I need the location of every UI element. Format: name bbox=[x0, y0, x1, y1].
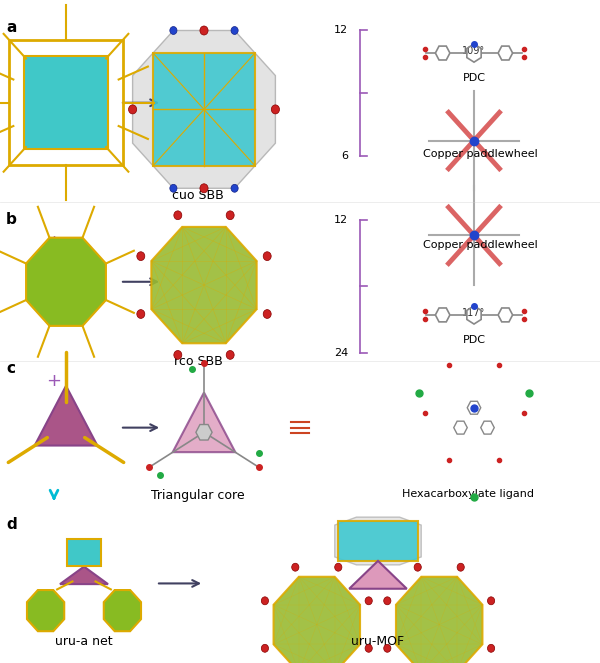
Text: c: c bbox=[6, 361, 15, 377]
Circle shape bbox=[200, 184, 208, 193]
Circle shape bbox=[170, 27, 177, 34]
Circle shape bbox=[384, 644, 391, 652]
Text: +: + bbox=[47, 372, 62, 391]
Text: a: a bbox=[6, 20, 16, 35]
Circle shape bbox=[226, 351, 234, 359]
Polygon shape bbox=[151, 227, 257, 343]
Circle shape bbox=[128, 105, 137, 114]
Circle shape bbox=[200, 26, 208, 35]
Circle shape bbox=[170, 184, 177, 192]
Polygon shape bbox=[27, 590, 64, 631]
Polygon shape bbox=[67, 539, 101, 566]
Circle shape bbox=[262, 644, 269, 652]
Text: +: + bbox=[47, 233, 62, 251]
Text: uru-a net: uru-a net bbox=[55, 635, 113, 648]
Text: 117°: 117° bbox=[463, 308, 485, 318]
Text: uru-MOF: uru-MOF bbox=[352, 635, 404, 648]
Polygon shape bbox=[335, 517, 421, 565]
Polygon shape bbox=[153, 53, 255, 166]
Circle shape bbox=[487, 597, 494, 605]
Circle shape bbox=[174, 351, 182, 359]
Circle shape bbox=[365, 597, 372, 605]
Circle shape bbox=[263, 310, 271, 318]
Polygon shape bbox=[133, 30, 275, 188]
Text: PDC: PDC bbox=[463, 335, 485, 345]
Circle shape bbox=[226, 211, 234, 219]
Text: cuo SBB: cuo SBB bbox=[172, 189, 224, 202]
Text: 12: 12 bbox=[334, 25, 348, 35]
Circle shape bbox=[292, 564, 299, 572]
Polygon shape bbox=[35, 386, 97, 446]
Polygon shape bbox=[274, 577, 360, 663]
Text: Copper paddlewheel: Copper paddlewheel bbox=[422, 149, 538, 158]
Circle shape bbox=[335, 564, 342, 572]
Text: 109°: 109° bbox=[463, 46, 485, 56]
Text: 12: 12 bbox=[334, 215, 348, 225]
Circle shape bbox=[271, 105, 280, 114]
Polygon shape bbox=[60, 567, 108, 584]
Polygon shape bbox=[26, 237, 106, 326]
Text: Hexacarboxylate ligand: Hexacarboxylate ligand bbox=[402, 489, 534, 499]
Polygon shape bbox=[24, 56, 108, 149]
Circle shape bbox=[137, 310, 145, 318]
Circle shape bbox=[365, 644, 372, 652]
Text: 24: 24 bbox=[334, 347, 348, 358]
Polygon shape bbox=[104, 590, 141, 631]
Circle shape bbox=[231, 27, 238, 34]
Text: Triangular core: Triangular core bbox=[151, 489, 245, 503]
Polygon shape bbox=[196, 424, 212, 440]
Polygon shape bbox=[338, 521, 418, 561]
Circle shape bbox=[263, 252, 271, 261]
Text: d: d bbox=[6, 517, 17, 532]
Text: rco SBB: rco SBB bbox=[173, 355, 223, 368]
Circle shape bbox=[487, 644, 494, 652]
Polygon shape bbox=[349, 561, 407, 589]
Text: b: b bbox=[6, 212, 17, 227]
Circle shape bbox=[174, 211, 182, 219]
Circle shape bbox=[137, 252, 145, 261]
Circle shape bbox=[384, 597, 391, 605]
Circle shape bbox=[414, 564, 421, 572]
Circle shape bbox=[262, 597, 269, 605]
Text: Copper paddlewheel: Copper paddlewheel bbox=[422, 240, 538, 250]
Polygon shape bbox=[173, 392, 235, 452]
Circle shape bbox=[457, 564, 464, 572]
Polygon shape bbox=[396, 577, 482, 663]
Text: 6: 6 bbox=[341, 151, 348, 161]
Circle shape bbox=[231, 184, 238, 192]
Text: PDC: PDC bbox=[463, 73, 485, 83]
